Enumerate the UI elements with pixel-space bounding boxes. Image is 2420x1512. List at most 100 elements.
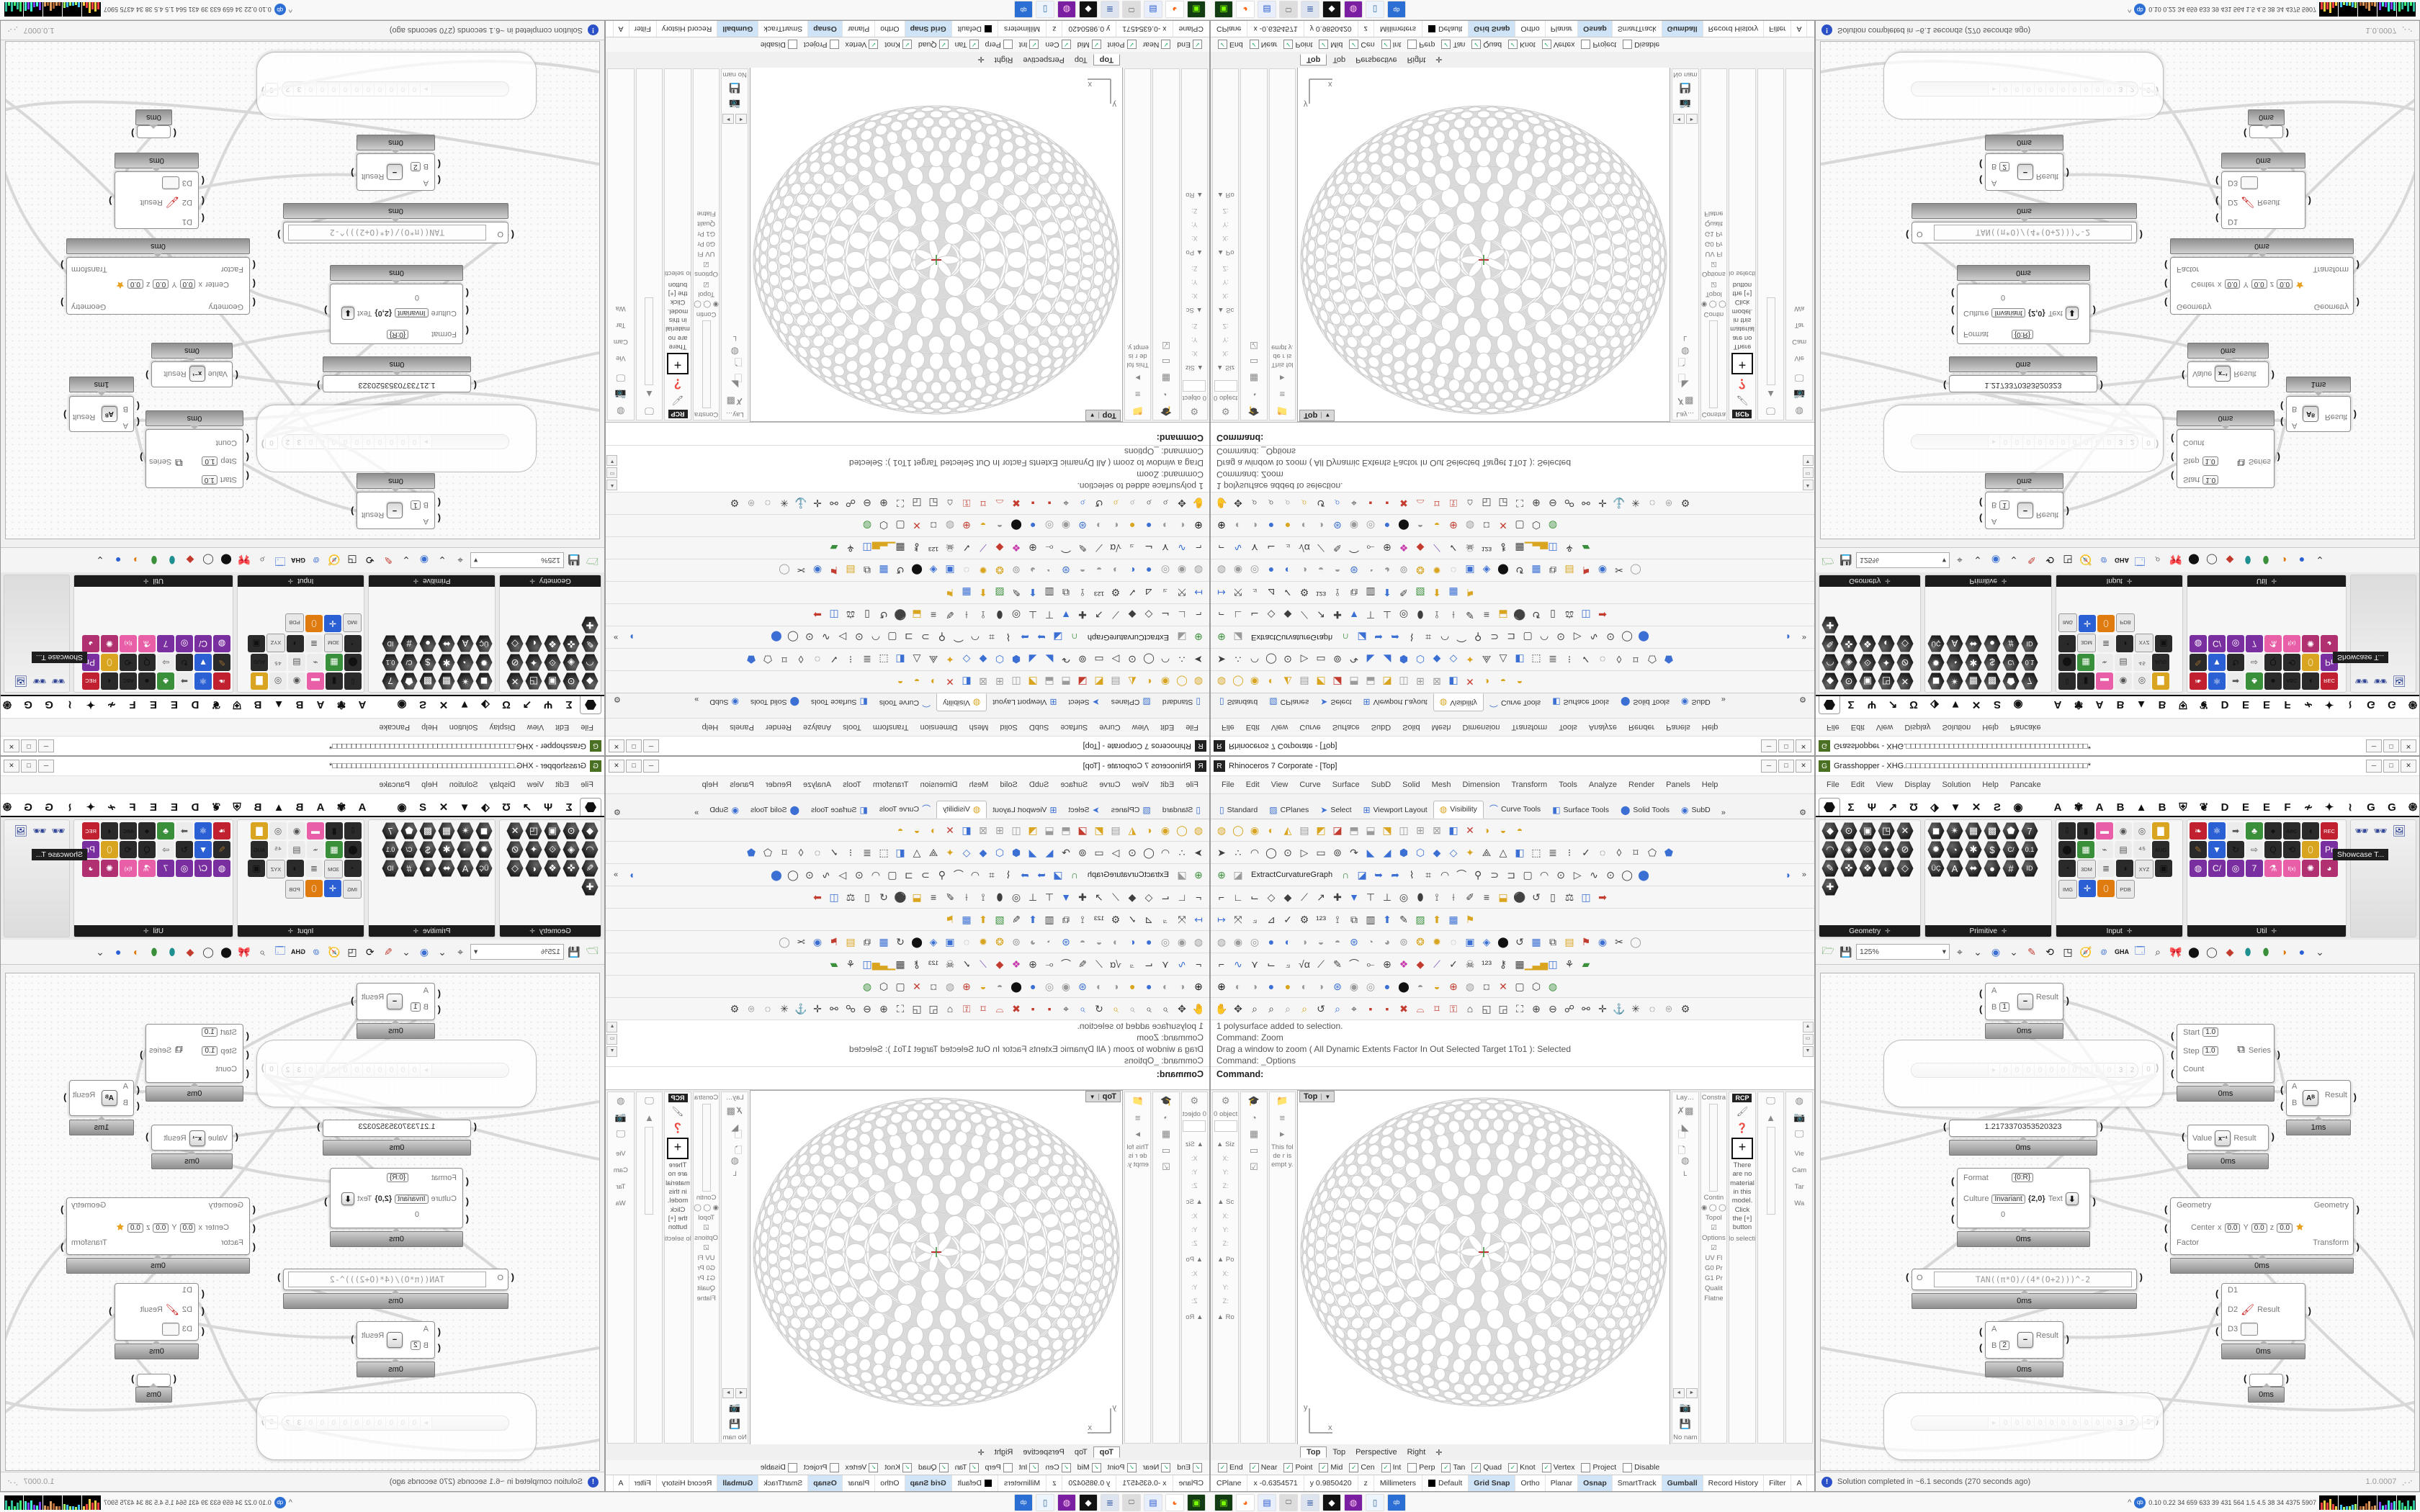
toolbar-icon[interactable]: ⚷ [1495,956,1511,972]
toolbar-icon[interactable]: ✹ [1429,562,1445,578]
palette-component-icon[interactable]: ▦ [326,654,343,671]
palette-component-icon[interactable]: ABC [2283,822,2300,840]
gh-tab-17[interactable]: ❦ [206,696,226,714]
toolbar-tab-cplanes[interactable]: ▨ CPlanes [1263,693,1314,710]
gumball-gear-icon[interactable]: ⚙ [1219,404,1233,418]
wire-jack-icon[interactable]: ( [2215,1288,2218,1299]
dropdown-arrow-icon[interactable]: ▾ [474,948,478,956]
palette-component-icon[interactable]: ◆ [581,822,599,840]
analysis-option-label[interactable]: Qualit [697,1284,715,1292]
menu-item-help[interactable]: Help [1977,721,2004,733]
toolbar-icon[interactable]: ⌕ [1124,1001,1140,1017]
palette-component-icon[interactable]: $ [1984,654,2001,671]
toolbar-icon[interactable]: ⌒ [1346,540,1362,556]
palette-component-icon[interactable]: ◼ [475,822,493,840]
palette-component-icon[interactable]: ⟐ [544,841,561,858]
display-component[interactable]: ((() D1 D2 🖌 Result D3 [115,1283,199,1341]
checkbox-icon[interactable]: ✓ [869,40,878,50]
gh-tab-26[interactable]: G [2382,696,2402,714]
toolbar-icon[interactable]: ⌐ [1214,956,1229,972]
toolbar-icon[interactable]: ⬢ [1008,652,1024,667]
nav-left-icon[interactable]: ◄ [1673,1388,1685,1398]
toolbar-icon[interactable]: ◠ [868,867,884,883]
palette-group-expand-icon[interactable]: ✛ [2002,577,2007,585]
menu-item-render[interactable]: Render [1623,779,1659,791]
wire-jack-icon[interactable]: ( [1979,498,1982,508]
gh-tab-5[interactable]: ⬗ [1924,696,1945,714]
viewport-props-label[interactable]: Tar [1795,321,1804,329]
palette-group-label[interactable]: Geometry [539,577,571,585]
toolbar-icon[interactable]: ▯ [1545,889,1561,905]
format-value[interactable]: {0:R} [2012,1173,2033,1182]
analysis-option-label[interactable]: G1 Pr [697,1274,715,1282]
wire-jack-icon[interactable]: ) [2100,380,2103,391]
menu-item-surface[interactable]: Surface [1055,721,1093,733]
toolbar-icon[interactable]: ⋎ [1247,956,1263,972]
toolbar-icon[interactable]: ⚑ [1578,562,1594,578]
toolbar-icon[interactable]: ◧ [959,674,974,690]
named-view-icon[interactable]: 💾 [1678,81,1693,95]
toolbar-icon[interactable]: ✂ [1611,934,1627,950]
gh-tab-10[interactable]: A [352,696,372,714]
toolbar-icon[interactable]: ◧ [1512,845,1528,860]
palette-component-icon[interactable]: ▣ [248,635,265,652]
toolbar-icon[interactable]: ⊃ [1487,867,1502,883]
tray-qb-icon[interactable]: qb [2134,4,2146,16]
toolbar-icon[interactable]: ✂ [793,562,809,578]
toolbar-icon[interactable]: ◍ [1191,934,1206,950]
toolbar-icon[interactable]: ◎ [1396,889,1412,905]
menu-item-pancake[interactable]: Pancake [374,721,415,733]
boxedit-panel[interactable]: ⚙ 0 object ▲ Siz X: Y: Z: ▲ Sc X: Y: Z: ▲ Po X: Y: Z:… [1212,1092,1239,1444]
status-toggle-record-history[interactable]: Record History [1703,1475,1764,1491]
palette-component-icon[interactable]: ABC [120,672,137,690]
gh-toolbar-icon[interactable]: ◉ [1988,552,2004,568]
display-panel[interactable]: 🖵 ▲ [1757,1092,1785,1444]
layers-panel-icon[interactable]: 🗋🗋 [1678,1137,1693,1151]
wire-jack-icon[interactable]: ( [466,1196,469,1207]
checkbox-icon[interactable] [1407,40,1417,50]
display-panel[interactable]: 🖵 ▲ [1757,68,1785,420]
toolbar-icon[interactable]: ✓ [1578,845,1594,860]
taskbar-app-icon[interactable]: qb [1014,1494,1033,1511]
toolbar-icon[interactable]: ⊛ [1058,934,1074,950]
toolbar-icon[interactable]: ◆ [1124,607,1140,623]
checkbox-icon[interactable]: ✓ [1349,40,1358,50]
scroll-down-icon[interactable]: ▼ [1803,455,1814,466]
wire-jack-icon[interactable]: ( [474,1121,477,1132]
toolbar-icon[interactable]: ● [1263,934,1279,950]
panel-nav-buttons[interactable]: ◄ ► [1673,114,1698,124]
toolbar-icon[interactable]: ◑ [1091,978,1107,994]
toolbar-icon[interactable]: ⬚ [1528,845,1544,860]
gh-tab-13[interactable]: B [2110,696,2130,714]
toolbar-icon[interactable]: ⁝ [843,652,859,667]
osnap-perp[interactable]: Perp [985,1463,1013,1472]
scroll-down-icon[interactable]: ▼ [607,455,618,466]
toolbar-button-label[interactable]: ExtractCurvatureGraph [1247,870,1337,879]
wire-jack-icon[interactable]: ( [2171,452,2174,463]
wire-jack-icon[interactable]: ( [174,128,176,139]
wire-jack-icon[interactable]: ( [202,213,205,224]
toolbar-icon[interactable]: ◪ [1230,629,1246,645]
checkbox-icon[interactable]: ✓ [1062,40,1071,50]
menu-item-render[interactable]: Render [1623,721,1659,733]
toolbar-icon[interactable]: ⚑ [942,912,958,927]
toolbar-tab-solid-tools[interactable]: ⬤ Solid Tools [745,802,805,819]
toolbar-icon[interactable]: ◓ [992,978,1008,994]
gh-tab-4[interactable]: Ʊ [1904,696,1924,714]
gh-tab-5[interactable]: ⬗ [475,798,496,816]
nav-right-icon[interactable]: ► [1686,1388,1698,1398]
gh-toolbar-icon[interactable]: ● [2294,552,2310,568]
toolbar-icon[interactable]: ⌖ [1346,1001,1362,1017]
analysis-option-label[interactable]: Options [694,1234,718,1242]
gh-tab-1[interactable]: Σ [559,696,579,714]
toolbar-icon[interactable]: ✥ [1230,495,1246,511]
toolbar-icon[interactable]: ➡ [810,607,825,623]
showcase-tool-icon[interactable]: 🖼 [12,822,30,840]
toolbar-icon[interactable]: ● [1263,978,1279,994]
viewport-tab-active[interactable]: Top [1093,54,1120,66]
gh-toolbar-icon[interactable]: ⌕ [254,552,270,568]
toolbar-icon[interactable]: ✚ [1075,889,1090,905]
palette-component-icon[interactable]: ⌁ [307,654,324,671]
toolbar-icon[interactable]: ◫ [859,540,875,556]
toolbar-icon[interactable]: ◉ [810,934,825,950]
